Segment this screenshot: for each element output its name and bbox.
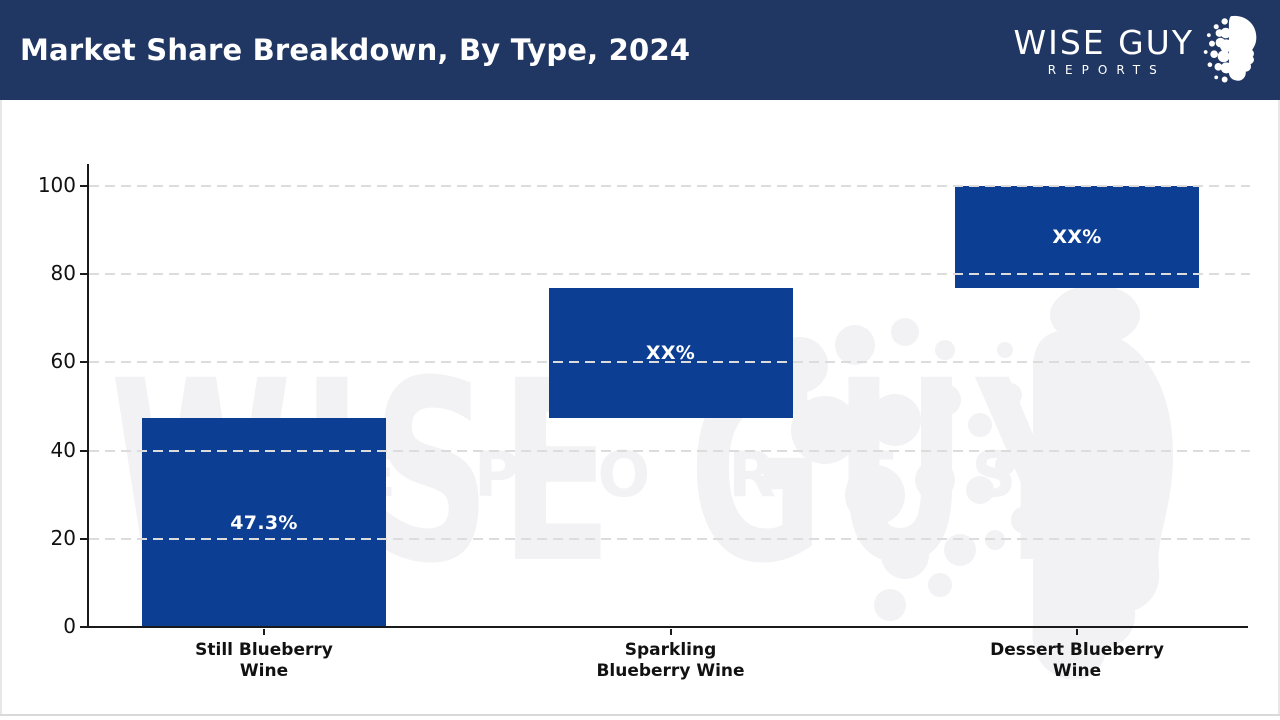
y-tick-60 [80,361,87,364]
y-tick-label-80: 80 [50,261,76,286]
y-tick-20 [80,537,87,540]
brand-name: WISE GUY [1013,23,1194,62]
y-tick-label-100: 100 [37,173,76,197]
bar-2: XX% [548,288,793,419]
bar-value-label: XX% [645,342,696,365]
y-tick-label-40: 40 [50,437,76,462]
page-border-left [0,100,2,716]
gridline-60 [89,361,1250,364]
y-tick-label-0: 0 [63,614,76,638]
page-title: Market Share Breakdown, By Type, 2024 [20,33,691,67]
x-tick-2 [669,629,672,635]
bar-1: 47.3% [142,418,386,627]
dotted-face-profile-icon [1203,15,1257,83]
header-bar: Market Share Breakdown, By Type, 2024 WI… [0,0,1280,100]
page-border-right [1278,100,1280,716]
y-axis-line [87,164,89,628]
y-tick-0 [80,626,87,628]
gridline-20 [89,537,1250,540]
x-tick-3 [1076,629,1078,635]
gridline-100 [89,185,1250,187]
category-label-1: Still Blueberry Wine [195,640,333,681]
x-axis-line [87,626,1248,628]
brand-subtitle: REPORTS [1047,63,1166,77]
y-tick-100 [80,185,87,187]
brand-logo: WISE GUY REPORTS [1013,10,1266,92]
bar-3: XX% [955,186,1199,289]
y-tick-label-20: 20 [50,525,76,550]
brand-logo-text: WISE GUY REPORTS [1013,23,1194,78]
bar-value-label: 47.3% [230,511,298,534]
y-tick-40 [80,449,87,452]
page-border-bottom [0,714,1280,716]
gridline-40 [89,449,1250,452]
bar-value-label: XX% [1052,226,1102,249]
market-share-chart: 0 20 40 60 80 100 47.3% Still Blueberry Wine XX% S… [0,100,1280,714]
y-tick-80 [80,273,87,276]
y-tick-label-60: 60 [50,349,76,374]
category-label-2: Sparkling Blueberry Wine [596,640,745,681]
category-label-3: Dessert Blueberry Wine [990,640,1164,681]
x-tick-1 [263,629,265,635]
gridline-80 [89,273,1250,276]
